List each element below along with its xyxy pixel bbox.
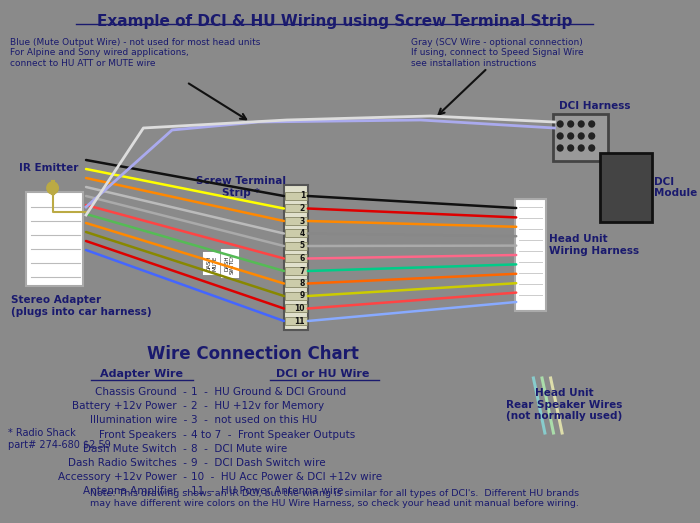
Text: Adapter Wire: Adapter Wire — [100, 369, 183, 379]
FancyBboxPatch shape — [601, 153, 652, 222]
Circle shape — [568, 121, 573, 127]
Bar — [285, 254, 307, 262]
Circle shape — [557, 121, 563, 127]
Text: 5: 5 — [300, 242, 305, 251]
Bar — [285, 291, 307, 300]
Text: 7: 7 — [300, 267, 305, 276]
Text: Dash Mute Switch  -: Dash Mute Switch - — [83, 444, 188, 454]
Text: Note: This drawing shows an IR DCI, but the wiring is similar for all types of D: Note: This drawing shows an IR DCI, but … — [90, 489, 579, 508]
Text: 11: 11 — [295, 316, 305, 325]
Text: 11  -  HU Power Antenna wire: 11 - HU Power Antenna wire — [191, 486, 344, 496]
Text: IR Emitter: IR Emitter — [19, 163, 78, 173]
Text: Stereo Adapter
(plugs into car harness): Stereo Adapter (plugs into car harness) — [11, 295, 152, 316]
Circle shape — [578, 145, 584, 151]
Bar — [285, 229, 307, 237]
Circle shape — [557, 133, 563, 139]
Text: DCI Harness: DCI Harness — [559, 101, 631, 111]
Text: 4: 4 — [300, 229, 305, 238]
Text: Screw Terminal
Strip *: Screw Terminal Strip * — [196, 176, 286, 198]
Text: 9  -  DCI Dash Switch wire: 9 - DCI Dash Switch wire — [191, 458, 326, 468]
Text: Battery +12v Power  -: Battery +12v Power - — [73, 401, 188, 411]
Text: Blue (Mute Output Wire) - not used for most head units
For Alpine and Sony wired: Blue (Mute Output Wire) - not used for m… — [10, 38, 260, 68]
Text: 8  -  DCI Mute wire: 8 - DCI Mute wire — [191, 444, 288, 454]
Text: Head Unit
Rear Speaker Wires
(not normally used): Head Unit Rear Speaker Wires (not normal… — [506, 388, 622, 421]
Text: DCI or HU Wire: DCI or HU Wire — [276, 369, 370, 379]
Text: 2  -  HU +12v for Memory: 2 - HU +12v for Memory — [191, 401, 324, 411]
Bar — [285, 204, 307, 212]
Bar — [285, 316, 307, 324]
Text: Illumination wire  -: Illumination wire - — [90, 415, 188, 425]
Text: 1  -  HU Ground & DCI Ground: 1 - HU Ground & DCI Ground — [191, 387, 346, 397]
Text: 8: 8 — [300, 279, 305, 288]
Text: 2: 2 — [300, 204, 305, 213]
Bar — [285, 242, 307, 249]
Text: 4 to 7  -  Front Speaker Outputs: 4 to 7 - Front Speaker Outputs — [191, 429, 356, 440]
Text: Chassis Ground  -: Chassis Ground - — [95, 387, 188, 397]
Circle shape — [568, 133, 573, 139]
Text: Wire Connection Chart: Wire Connection Chart — [148, 345, 359, 363]
Bar — [285, 304, 307, 312]
Circle shape — [578, 133, 584, 139]
Text: DASH
MUTE: DASH MUTE — [206, 255, 218, 271]
Text: Accessory +12v Power  -: Accessory +12v Power - — [58, 472, 188, 482]
Text: Head Unit
Wiring Harness: Head Unit Wiring Harness — [549, 234, 639, 256]
Text: * Radio Shack
part# 274-680 $2.59: * Radio Shack part# 274-680 $2.59 — [8, 428, 111, 450]
Text: 9: 9 — [300, 291, 305, 301]
Bar — [285, 217, 307, 224]
Circle shape — [568, 145, 573, 151]
FancyBboxPatch shape — [515, 199, 546, 311]
Text: 10  -  HU Acc Power & DCI +12v wire: 10 - HU Acc Power & DCI +12v wire — [191, 472, 382, 482]
Circle shape — [557, 145, 563, 151]
Text: 10: 10 — [295, 304, 305, 313]
Circle shape — [589, 133, 594, 139]
Text: DCI
Module: DCI Module — [654, 177, 697, 198]
Bar — [284, 185, 308, 330]
Circle shape — [589, 121, 594, 127]
Text: 3  -  not used on this HU: 3 - not used on this HU — [191, 415, 317, 425]
Text: Gray (SCV Wire - optional connection)
If using, connect to Speed Signal Wire
see: Gray (SCV Wire - optional connection) If… — [411, 38, 584, 68]
Text: 3: 3 — [300, 217, 305, 225]
Text: Dash Radio Switches  -: Dash Radio Switches - — [69, 458, 188, 468]
Circle shape — [47, 182, 58, 194]
Circle shape — [589, 145, 594, 151]
Text: 1: 1 — [300, 191, 305, 200]
Text: Front Speakers  -: Front Speakers - — [99, 429, 188, 440]
Text: Example of DCI & HU Wiring using Screw Terminal Strip: Example of DCI & HU Wiring using Screw T… — [97, 14, 573, 29]
Bar — [285, 279, 307, 287]
Bar — [285, 191, 307, 199]
Bar — [285, 267, 307, 275]
Text: Antenna Amplifier  -: Antenna Amplifier - — [83, 486, 188, 496]
FancyBboxPatch shape — [554, 114, 608, 161]
Text: 6: 6 — [300, 254, 305, 263]
Text: DASH
SWITCH: DASH SWITCH — [224, 252, 234, 274]
Circle shape — [578, 121, 584, 127]
FancyBboxPatch shape — [26, 192, 83, 286]
